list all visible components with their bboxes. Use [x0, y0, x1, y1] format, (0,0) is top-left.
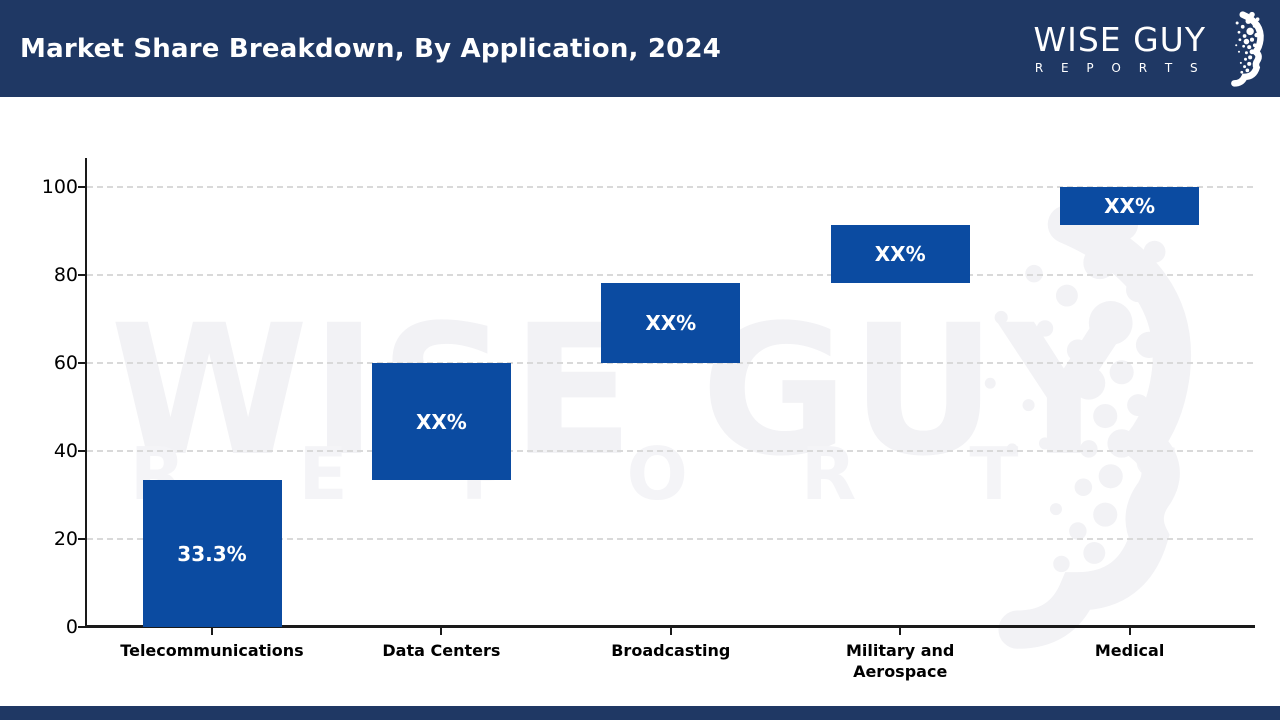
bar: XX%: [830, 224, 970, 283]
x-category-label-line: Aerospace: [853, 662, 948, 681]
x-category-label: Data Centers: [327, 640, 556, 661]
y-tick-mark: [78, 274, 85, 276]
gridline: [87, 186, 1253, 188]
bar: XX%: [1060, 187, 1200, 225]
y-tick-label: 20: [53, 528, 78, 550]
x-tick-mark: [1128, 628, 1131, 635]
x-tick-mark: [211, 628, 213, 635]
bar-value-label: XX%: [1104, 193, 1156, 218]
footer-bar: [0, 706, 1280, 720]
gridline: [87, 450, 1253, 452]
x-category-label: Broadcasting: [556, 640, 785, 661]
x-category-label: Military and Aerospace: [786, 640, 1015, 682]
x-axis-line: [85, 625, 1255, 628]
y-tick-mark: [78, 450, 85, 452]
page-title: Market Share Breakdown, By Application, …: [20, 33, 722, 64]
brand-logo-text: WISE GUY R E P O R T S: [1033, 22, 1206, 76]
x-category-label: Telecommunications: [98, 640, 327, 661]
y-tick-label: 60: [53, 352, 78, 374]
x-category-label: Medical: [1015, 640, 1244, 661]
y-tick-mark: [78, 538, 85, 540]
y-tick-label: 100: [41, 176, 78, 198]
x-category-label-line: Medical: [1094, 641, 1165, 660]
brand-name: WISE GUY: [1033, 20, 1206, 59]
bar-value-label: XX%: [645, 310, 697, 335]
x-category-label-line: Telecommunications: [120, 641, 304, 660]
y-tick-mark: [78, 362, 85, 364]
x-category-label-line: Military and: [846, 641, 955, 660]
brand-logo: WISE GUY R E P O R T S: [1033, 6, 1268, 92]
y-tick-mark: [78, 626, 85, 628]
dotted-face-icon: [1231, 11, 1264, 87]
y-tick-label: 40: [53, 440, 78, 462]
y-axis-line: [85, 158, 87, 628]
x-tick-mark: [440, 628, 443, 635]
gridline: [87, 362, 1253, 364]
y-tick-label: 0: [65, 616, 78, 638]
gridline: [87, 274, 1253, 276]
bar-value-label: XX%: [874, 241, 926, 266]
gridline: [87, 538, 1253, 540]
y-tick-mark: [78, 186, 85, 188]
brand-subname: R E P O R T S: [1034, 61, 1205, 75]
x-tick-mark: [669, 628, 672, 635]
x-category-label-line: Broadcasting: [611, 641, 731, 660]
header-bar: Market Share Breakdown, By Application, …: [0, 0, 1280, 97]
bar: XX%: [601, 282, 741, 363]
bar: 33.3%: [142, 480, 282, 627]
bar-value-label: 33.3%: [177, 541, 247, 566]
x-tick-mark: [899, 628, 902, 635]
bar-value-label: XX%: [415, 409, 467, 434]
x-category-label-line: Data Centers: [382, 641, 501, 660]
bar: XX%: [371, 363, 511, 481]
y-tick-label: 80: [53, 264, 78, 286]
